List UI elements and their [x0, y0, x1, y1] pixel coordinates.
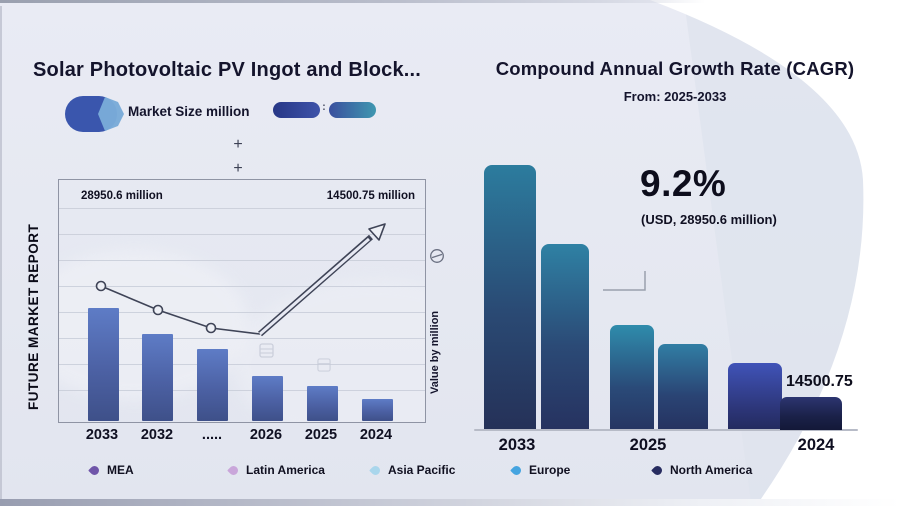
brand-watermark: FUTURE MARKET REPORT — [26, 223, 41, 410]
trend-line-arrow — [95, 223, 386, 337]
gridline — [59, 234, 425, 235]
bar-2033 — [88, 308, 119, 421]
legend-label: Latin America — [246, 463, 325, 477]
gridline — [59, 312, 425, 313]
gridline — [59, 286, 425, 287]
circle-minus-icon — [430, 249, 444, 263]
gridline — [59, 208, 425, 209]
cagr-x-label-2025: 2025 — [629, 436, 667, 454]
table-watermark-icon — [317, 358, 331, 372]
ratio-pill-left — [273, 102, 320, 118]
plus-mark-top: + — [233, 136, 243, 153]
bar-2024 — [362, 399, 393, 421]
bar-2032 — [142, 334, 173, 421]
legend-marker-asia-pacific-icon — [369, 463, 382, 477]
cagr-x-label-2033: 2033 — [498, 436, 536, 454]
cagr-usd-note: (USD, 28950.6 million) — [641, 212, 777, 227]
bar-2025 — [307, 386, 338, 421]
cagr-x-label-2024: 2024 — [797, 436, 835, 454]
cagr-bar-value: 14500.75 — [786, 373, 853, 390]
corner-bracket-mark — [603, 271, 646, 291]
legend-marker-mea-icon — [88, 463, 101, 477]
cagr-bar-2033-b — [541, 244, 589, 430]
y-axis-label: Value by million — [429, 310, 441, 394]
bar-dots — [197, 349, 228, 421]
market-size-chart: 28950.6 million 14500.75 million — [58, 179, 426, 423]
cylinder-icon — [65, 96, 124, 132]
legend-item-mea: MEA — [88, 463, 134, 477]
legend-item-north-america: North America — [651, 463, 753, 477]
legend-label: North America — [670, 463, 753, 477]
legend-item-asia-pacific: Asia Pacific — [369, 463, 456, 477]
cagr-axis-baseline — [474, 429, 858, 431]
legend-marker-latin-america-icon — [227, 463, 240, 477]
x-label-dots: ..... — [201, 427, 223, 443]
cagr-bar-2025-b — [658, 344, 708, 430]
gridline — [59, 260, 425, 261]
legend-label: Asia Pacific — [388, 463, 456, 477]
table-watermark-icon — [259, 343, 274, 358]
bar-2026 — [252, 376, 283, 421]
gridline — [59, 390, 425, 391]
ratio-colon: : — [322, 101, 326, 113]
gridline — [59, 338, 425, 339]
cagr-bar-2024-a — [728, 363, 782, 430]
chart-value-right: 14500.75 million — [326, 190, 415, 202]
x-label-2025: 2025 — [304, 427, 338, 443]
left-chart-title: Solar Photovoltaic PV Ingot and Block... — [33, 59, 422, 81]
ratio-pill-right — [329, 102, 376, 118]
legend-marker-europe-icon — [510, 463, 523, 477]
legend-item-europe: Europe — [510, 463, 571, 477]
cagr-percentage: 9.2% — [640, 163, 727, 204]
cagr-bar-2024-b — [780, 397, 842, 430]
legend-label: Europe — [529, 463, 571, 477]
bottom-edge-strip — [0, 499, 900, 506]
cagr-bar-2033-a — [484, 165, 536, 430]
chart-value-left: 28950.6 million — [81, 190, 163, 202]
plus-mark-bottom: + — [233, 160, 243, 177]
x-label-2024: 2024 — [359, 427, 393, 443]
x-label-2026: 2026 — [249, 427, 283, 443]
cagr-title: Compound Annual Growth Rate (CAGR) — [495, 58, 855, 79]
legend-marker-north-america-icon — [651, 463, 664, 477]
x-label-2032: 2032 — [140, 427, 174, 443]
cagr-subtitle: From: 2025-2033 — [623, 89, 727, 104]
cagr-bar-2025-a — [610, 325, 654, 430]
market-size-label: Market Size million — [128, 104, 250, 119]
gridline — [59, 364, 425, 365]
x-label-2033: 2033 — [85, 427, 119, 443]
legend-label: MEA — [107, 463, 134, 477]
left-edge-strip — [0, 6, 2, 500]
legend-item-latin-america: Latin America — [227, 463, 325, 477]
right-panel-header: Compound Annual Growth Rate (CAGR) From:… — [470, 58, 880, 104]
top-edge-strip — [0, 0, 705, 3]
